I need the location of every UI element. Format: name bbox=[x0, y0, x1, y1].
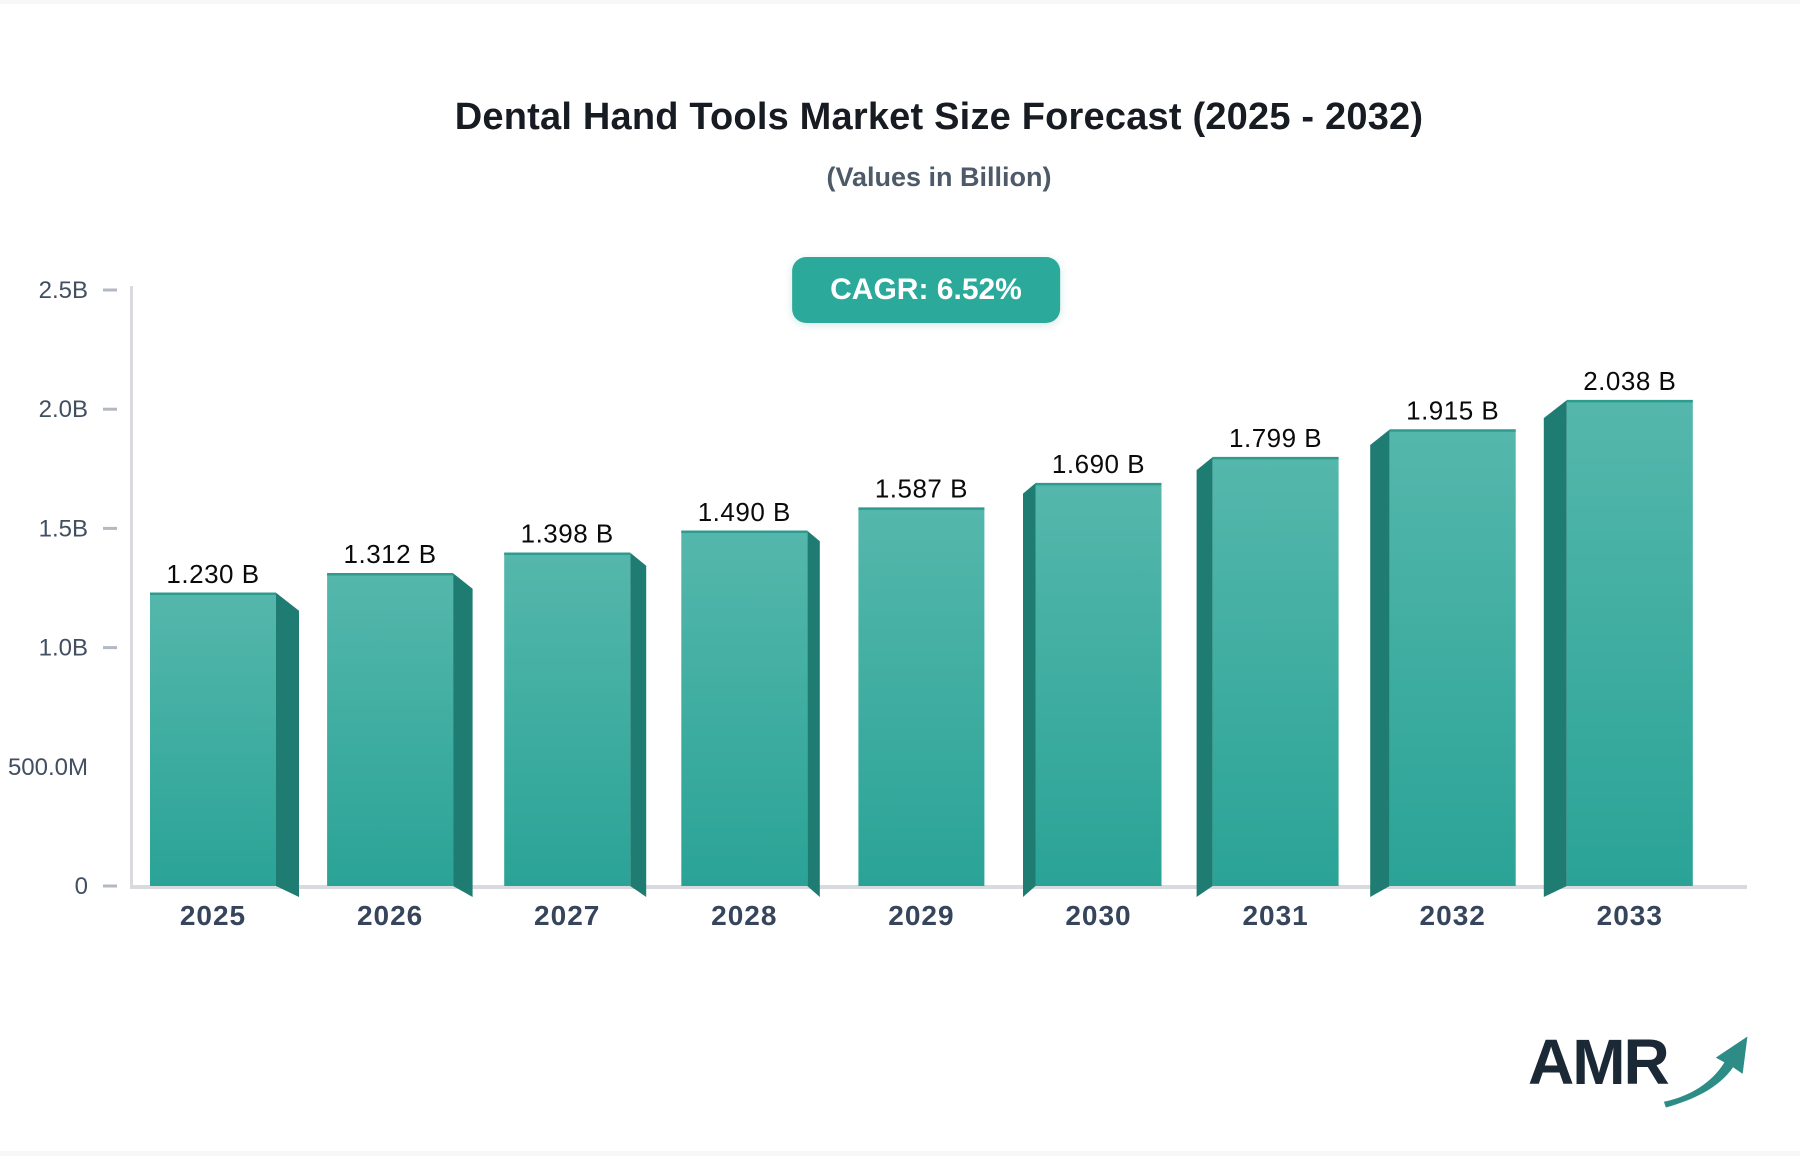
bar-value-label: 1.690 B bbox=[1052, 449, 1145, 479]
bar-2029: 1.587 B 2029 bbox=[858, 474, 985, 931]
bar-front-face bbox=[858, 507, 985, 886]
bar-side-face bbox=[807, 530, 820, 897]
bar-side-face bbox=[276, 592, 299, 897]
x-tick-label: 2031 bbox=[1242, 900, 1308, 931]
y-tick-label: 1.5B bbox=[39, 515, 88, 542]
bar-value-label: 1.490 B bbox=[698, 497, 791, 527]
page-edge-bottom bbox=[0, 1151, 1800, 1156]
bar-front-face bbox=[1389, 429, 1516, 886]
bar-front-face bbox=[1566, 400, 1693, 886]
x-tick-label: 2033 bbox=[1597, 900, 1663, 931]
bar-value-label: 2.038 B bbox=[1583, 366, 1676, 396]
bar-2030: 1.690 B 2030 bbox=[1023, 449, 1162, 931]
bar-front-face bbox=[327, 573, 454, 886]
x-tick-label: 2026 bbox=[357, 900, 423, 931]
bar-2026: 1.312 B 2026 bbox=[327, 539, 473, 931]
bar-side-face bbox=[1196, 457, 1213, 897]
bar-2031: 1.799 B 2031 bbox=[1196, 423, 1339, 931]
x-tick-label: 2028 bbox=[711, 900, 777, 931]
amr-logo: AMR bbox=[1528, 1030, 1758, 1112]
x-tick-label: 2032 bbox=[1420, 900, 1486, 931]
bar-side-face bbox=[630, 552, 647, 897]
bar-value-label: 1.312 B bbox=[344, 539, 437, 569]
bar-side-face bbox=[1543, 400, 1567, 897]
bar-side-face bbox=[1023, 483, 1036, 897]
bar-front-face bbox=[1035, 483, 1162, 886]
chart-subtitle: (Values in Billion) bbox=[826, 162, 1052, 192]
bar-value-label: 1.799 B bbox=[1229, 423, 1322, 453]
y-tick-label: 2.5B bbox=[39, 277, 88, 304]
bar-2028: 1.490 B 2028 bbox=[681, 497, 820, 931]
bar-front-face bbox=[681, 530, 808, 886]
chart-title: Dental Hand Tools Market Size Forecast (… bbox=[454, 96, 1424, 138]
amr-logo-text: AMR bbox=[1528, 1026, 1670, 1098]
bar-value-label: 1.915 B bbox=[1406, 395, 1499, 425]
bar-value-label: 1.230 B bbox=[166, 559, 259, 589]
cagr-badge: CAGR: 6.52% bbox=[792, 257, 1060, 323]
x-tick-label: 2027 bbox=[534, 900, 600, 931]
growth-arrow-icon bbox=[1663, 1036, 1748, 1108]
bar-2032: 1.915 B 2032 bbox=[1370, 395, 1516, 931]
x-tick-label: 2030 bbox=[1065, 900, 1131, 931]
bar-2027: 1.398 B 2027 bbox=[504, 519, 647, 931]
bar-2025: 1.230 B 2025 bbox=[150, 559, 299, 931]
x-tick-label: 2029 bbox=[888, 900, 954, 931]
bar-side-face bbox=[453, 573, 473, 897]
bar-front-face bbox=[504, 552, 631, 886]
bar-front-face bbox=[1212, 457, 1339, 886]
x-tick-label: 2025 bbox=[180, 900, 246, 931]
y-tick-label: 1.0B bbox=[39, 635, 88, 662]
bar-2033: 2.038 B 2033 bbox=[1543, 366, 1693, 931]
y-tick-label: 2.0B bbox=[39, 396, 88, 423]
bar-value-label: 1.398 B bbox=[521, 519, 614, 549]
bar-value-label: 1.587 B bbox=[875, 474, 968, 504]
bar-side-face bbox=[1370, 429, 1390, 897]
page-edge-top bbox=[0, 0, 1800, 4]
y-tick-label: 500.0M bbox=[8, 754, 88, 781]
bar-front-face bbox=[150, 592, 276, 886]
y-tick-label: 0 bbox=[75, 873, 88, 900]
